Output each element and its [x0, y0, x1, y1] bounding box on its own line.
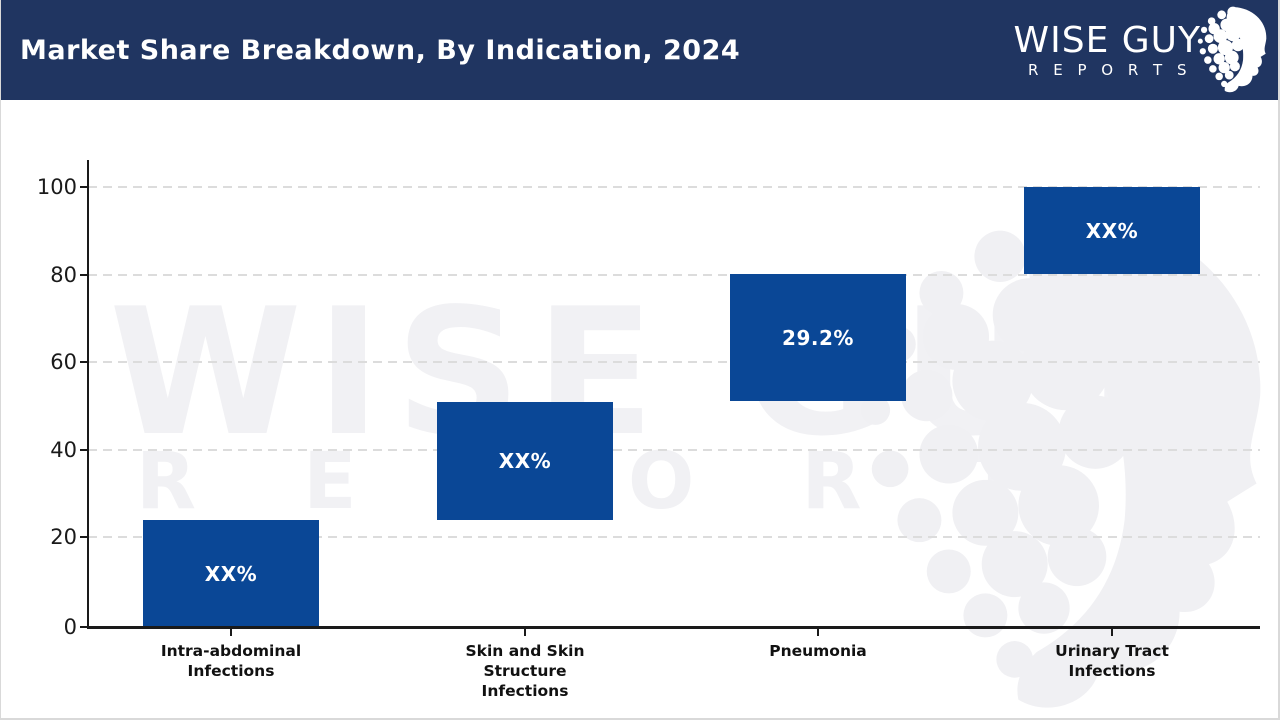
- chart-title: Market Share Breakdown, By Indication, 2…: [20, 34, 741, 66]
- y-tick-label-60: 60: [50, 350, 77, 374]
- y-tick-label-20: 20: [50, 525, 77, 549]
- y-tick-0: [80, 626, 88, 628]
- gridline-40: [88, 449, 1260, 451]
- bar-pneumonia: 29.2%: [730, 274, 906, 401]
- bar-urinary-tract-infections: XX%: [1024, 187, 1200, 274]
- bar-value-label: XX%: [204, 561, 258, 586]
- x-axis-label-intra-abdominal: Intra-abdominal Infections: [160, 642, 302, 680]
- x-axis-line: [87, 626, 1260, 629]
- bar-value-label: XX%: [1085, 218, 1139, 243]
- logo-subtitle: R E P O R T S: [1028, 60, 1192, 79]
- logo-text: WISE GUY R E P O R T S: [1013, 19, 1202, 79]
- x-axis-label-urinary-tract: Urinary Tract Infections: [1055, 642, 1169, 680]
- x-tick-2: [524, 629, 526, 636]
- header-bar: Market Share Breakdown, By Indication, 2…: [1, 0, 1278, 100]
- y-tick-label-0: 0: [63, 615, 77, 639]
- bar-skin-structure-infections: XX%: [437, 402, 613, 520]
- gridline-60: [88, 361, 1260, 363]
- y-tick-20: [80, 536, 88, 538]
- x-tick-1: [230, 629, 232, 636]
- wiseguy-logo: WISE GUY R E P O R T S: [1014, 6, 1272, 94]
- gridline-100: [88, 186, 1260, 188]
- x-tick-4: [1111, 629, 1113, 636]
- gridline-80: [88, 274, 1260, 276]
- x-axis-label-skin-structure: Skin and Skin Structure Infections: [465, 642, 585, 700]
- bar-intra-abdominal-infections: XX%: [143, 520, 319, 627]
- y-axis-line: [87, 160, 89, 629]
- y-tick-40: [80, 449, 88, 451]
- y-tick-label-100: 100: [36, 175, 77, 199]
- logo-wordmark: WISE GUY: [1013, 19, 1201, 61]
- bar-value-label: XX%: [498, 449, 552, 473]
- x-axis-label-pneumonia: Pneumonia: [769, 642, 867, 660]
- y-tick-80: [80, 274, 88, 276]
- x-tick-3: [817, 629, 819, 636]
- y-tick-60: [80, 361, 88, 363]
- gridline-20: [88, 536, 1260, 538]
- y-tick-100: [80, 186, 88, 188]
- y-tick-label-40: 40: [50, 438, 77, 462]
- bar-value-label: 29.2%: [782, 325, 854, 350]
- y-tick-label-80: 80: [50, 263, 77, 287]
- wiseguy-head-icon: [1197, 6, 1267, 93]
